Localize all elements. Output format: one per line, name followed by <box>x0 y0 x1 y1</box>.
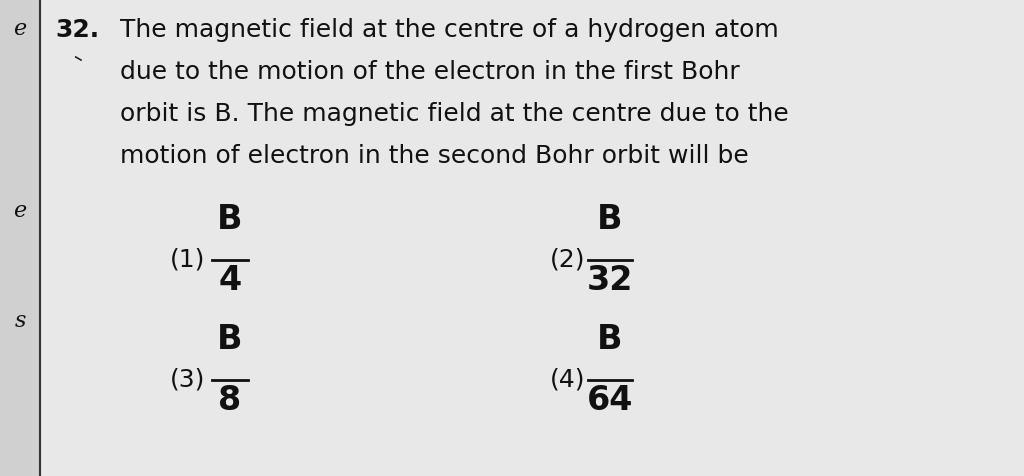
Text: The magnetic field at the centre of a hydrogen atom: The magnetic field at the centre of a hy… <box>120 18 778 42</box>
Text: B: B <box>597 323 623 356</box>
Text: 32.: 32. <box>55 18 99 42</box>
Text: due to the motion of the electron in the first Bohr: due to the motion of the electron in the… <box>120 60 739 84</box>
Text: s: s <box>14 310 26 332</box>
Text: 64: 64 <box>587 384 633 417</box>
Text: orbit is B. The magnetic field at the centre due to the: orbit is B. The magnetic field at the ce… <box>120 102 788 126</box>
Text: motion of electron in the second Bohr orbit will be: motion of electron in the second Bohr or… <box>120 144 749 168</box>
Bar <box>0 0 40 476</box>
Text: 32: 32 <box>587 264 633 297</box>
Text: (2): (2) <box>550 248 586 272</box>
Text: B: B <box>217 323 243 356</box>
Text: 8: 8 <box>218 384 242 417</box>
Text: (1): (1) <box>170 248 206 272</box>
Text: e: e <box>13 18 27 40</box>
Text: e: e <box>13 200 27 222</box>
Text: B: B <box>217 203 243 236</box>
Text: –: – <box>68 48 86 69</box>
Text: B: B <box>597 203 623 236</box>
Text: (4): (4) <box>550 368 586 392</box>
Text: 4: 4 <box>218 264 242 297</box>
Text: (3): (3) <box>170 368 206 392</box>
